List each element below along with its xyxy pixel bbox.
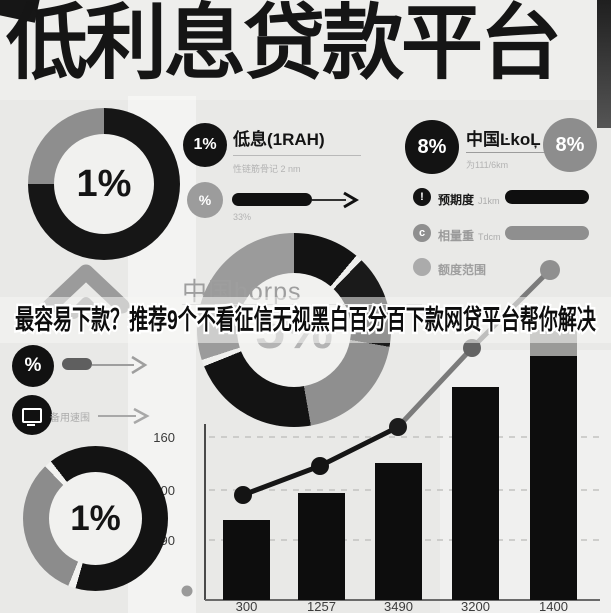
- bar: [452, 387, 499, 600]
- exclamation-icon: !: [413, 188, 431, 206]
- badge-1-percent: 1%: [183, 123, 227, 167]
- x-tick-label: 3490: [384, 599, 413, 613]
- divider: [233, 155, 361, 156]
- data-point: [389, 418, 407, 436]
- headline-text: 最容易下款？推荐9个不看征信无视黑白百分百下款网贷平台帮你解决: [13, 303, 597, 338]
- data-point: [540, 260, 560, 280]
- value-pill-black: [505, 190, 589, 204]
- bar: [223, 520, 270, 600]
- origin-dot: [181, 585, 193, 597]
- donut-top-left-value: 1%: [54, 134, 154, 234]
- left-row2-label: 备用速围: [50, 413, 90, 424]
- list-item-label: 额度范围: [438, 261, 486, 278]
- list-item-1-text: 预期度: [438, 193, 475, 207]
- photo-edge-artifact: [597, 0, 611, 128]
- arrow-right-icon: [92, 355, 148, 375]
- value-pill-gray: [505, 226, 589, 240]
- arrow-right-icon: [98, 407, 150, 425]
- list-item-2-sub: Tdcm: [478, 232, 501, 242]
- donut-bottom-left-value: 1%: [49, 472, 142, 565]
- data-point: [311, 457, 329, 475]
- badge-percent: %: [187, 182, 223, 218]
- arrow-right-icon: [312, 191, 359, 209]
- mid-section-heading: 低息(1RAH): [233, 130, 325, 149]
- list-item-2-text: 相量重: [438, 229, 475, 243]
- divider: [466, 152, 562, 153]
- progress-pill: [232, 193, 312, 206]
- monitor-badge: [12, 395, 52, 435]
- right-section-subtext: 为111/6km: [466, 160, 509, 170]
- bar: [298, 493, 345, 600]
- data-point: [234, 486, 252, 504]
- monitor-icon: [22, 407, 42, 426]
- list-item-1-sub: J1km: [478, 196, 500, 206]
- headline-banner: 最容易下款？推荐9个不看征信无视黑白百分百下款网贷平台帮你解决: [0, 297, 611, 343]
- right-section-heading: 中国ĿkoĻ: [466, 130, 541, 149]
- bar: [375, 463, 422, 600]
- x-tick-label: 3200: [461, 599, 490, 613]
- title-background-strip: [0, 0, 611, 100]
- mid-section-caption: 33%: [233, 212, 252, 222]
- dot-icon: [413, 258, 431, 276]
- mid-section-subtext: 性链筋骨记 2 nm: [233, 164, 301, 174]
- y-tick-label: 160: [153, 430, 175, 445]
- badge-8-percent-black: 8%: [405, 120, 459, 174]
- donut-chart-bottom-left: 1%: [23, 446, 168, 591]
- list-item-3-text: 额度范围: [438, 263, 487, 277]
- badge-8-percent-gray: 8%: [543, 118, 597, 172]
- badge-percent-left: %: [12, 345, 54, 387]
- list-item-label: 相量重 Tdcm: [438, 227, 501, 244]
- donut-chart-top-left: 1%: [28, 108, 180, 260]
- data-point: [463, 339, 481, 357]
- page-title: 低利息贷款平台: [6, 0, 562, 89]
- x-tick-label: 1400: [539, 599, 568, 613]
- list-item-label: 预期度 J1km: [438, 191, 500, 208]
- info-icon: c: [413, 224, 431, 242]
- bar: [530, 356, 577, 600]
- progress-pill-small: [62, 358, 92, 370]
- x-tick-label: 300: [236, 599, 258, 613]
- x-tick-label: 1257: [307, 599, 336, 613]
